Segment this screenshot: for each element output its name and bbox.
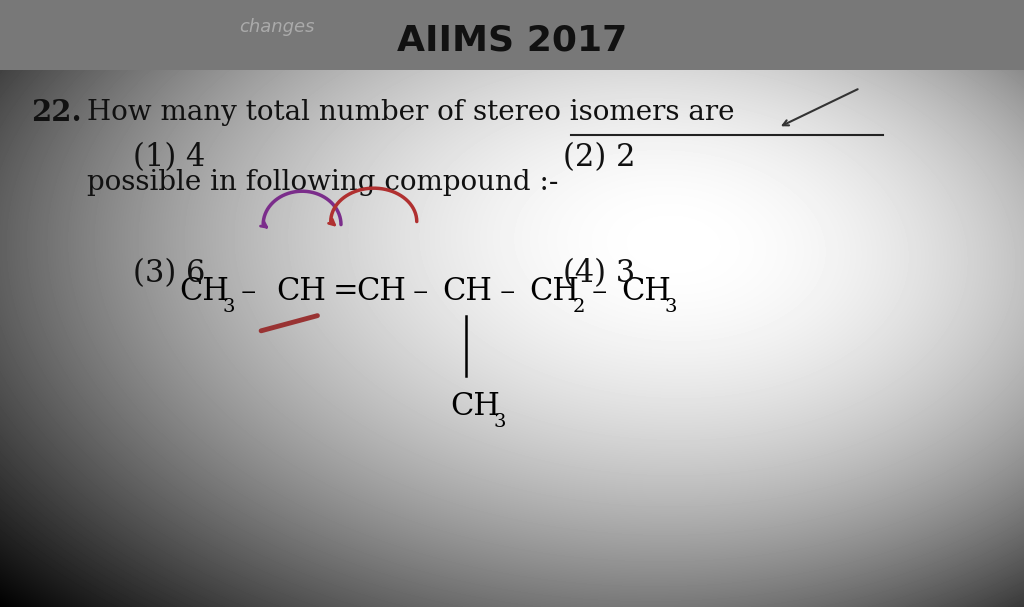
Text: (1) 4: (1) 4: [133, 142, 206, 174]
Text: CH: CH: [276, 276, 327, 307]
Text: –: –: [500, 276, 515, 307]
Text: CH: CH: [451, 391, 501, 422]
Text: AIIMS 2017: AIIMS 2017: [397, 24, 627, 58]
Text: (3) 6: (3) 6: [133, 257, 206, 289]
Text: CH: CH: [356, 276, 407, 307]
Text: 22.: 22.: [31, 98, 81, 127]
Text: 3: 3: [665, 297, 677, 316]
Text: CH: CH: [622, 276, 672, 307]
Text: –: –: [592, 276, 607, 307]
Text: (2) 2: (2) 2: [563, 142, 636, 174]
FancyBboxPatch shape: [0, 0, 1024, 70]
Text: –: –: [241, 276, 256, 307]
Text: possible in following compound :-: possible in following compound :-: [87, 169, 558, 195]
Text: changes: changes: [239, 18, 314, 36]
Text: 2: 2: [572, 297, 585, 316]
Text: 3: 3: [222, 297, 234, 316]
Text: CH: CH: [179, 276, 229, 307]
Text: CH: CH: [442, 276, 493, 307]
Text: CH: CH: [529, 276, 580, 307]
Text: =: =: [333, 276, 358, 307]
Text: How many total number of stereo isomers are: How many total number of stereo isomers …: [87, 99, 734, 126]
Text: (4) 3: (4) 3: [563, 257, 636, 289]
Text: 3: 3: [494, 413, 506, 431]
Text: –: –: [413, 276, 428, 307]
